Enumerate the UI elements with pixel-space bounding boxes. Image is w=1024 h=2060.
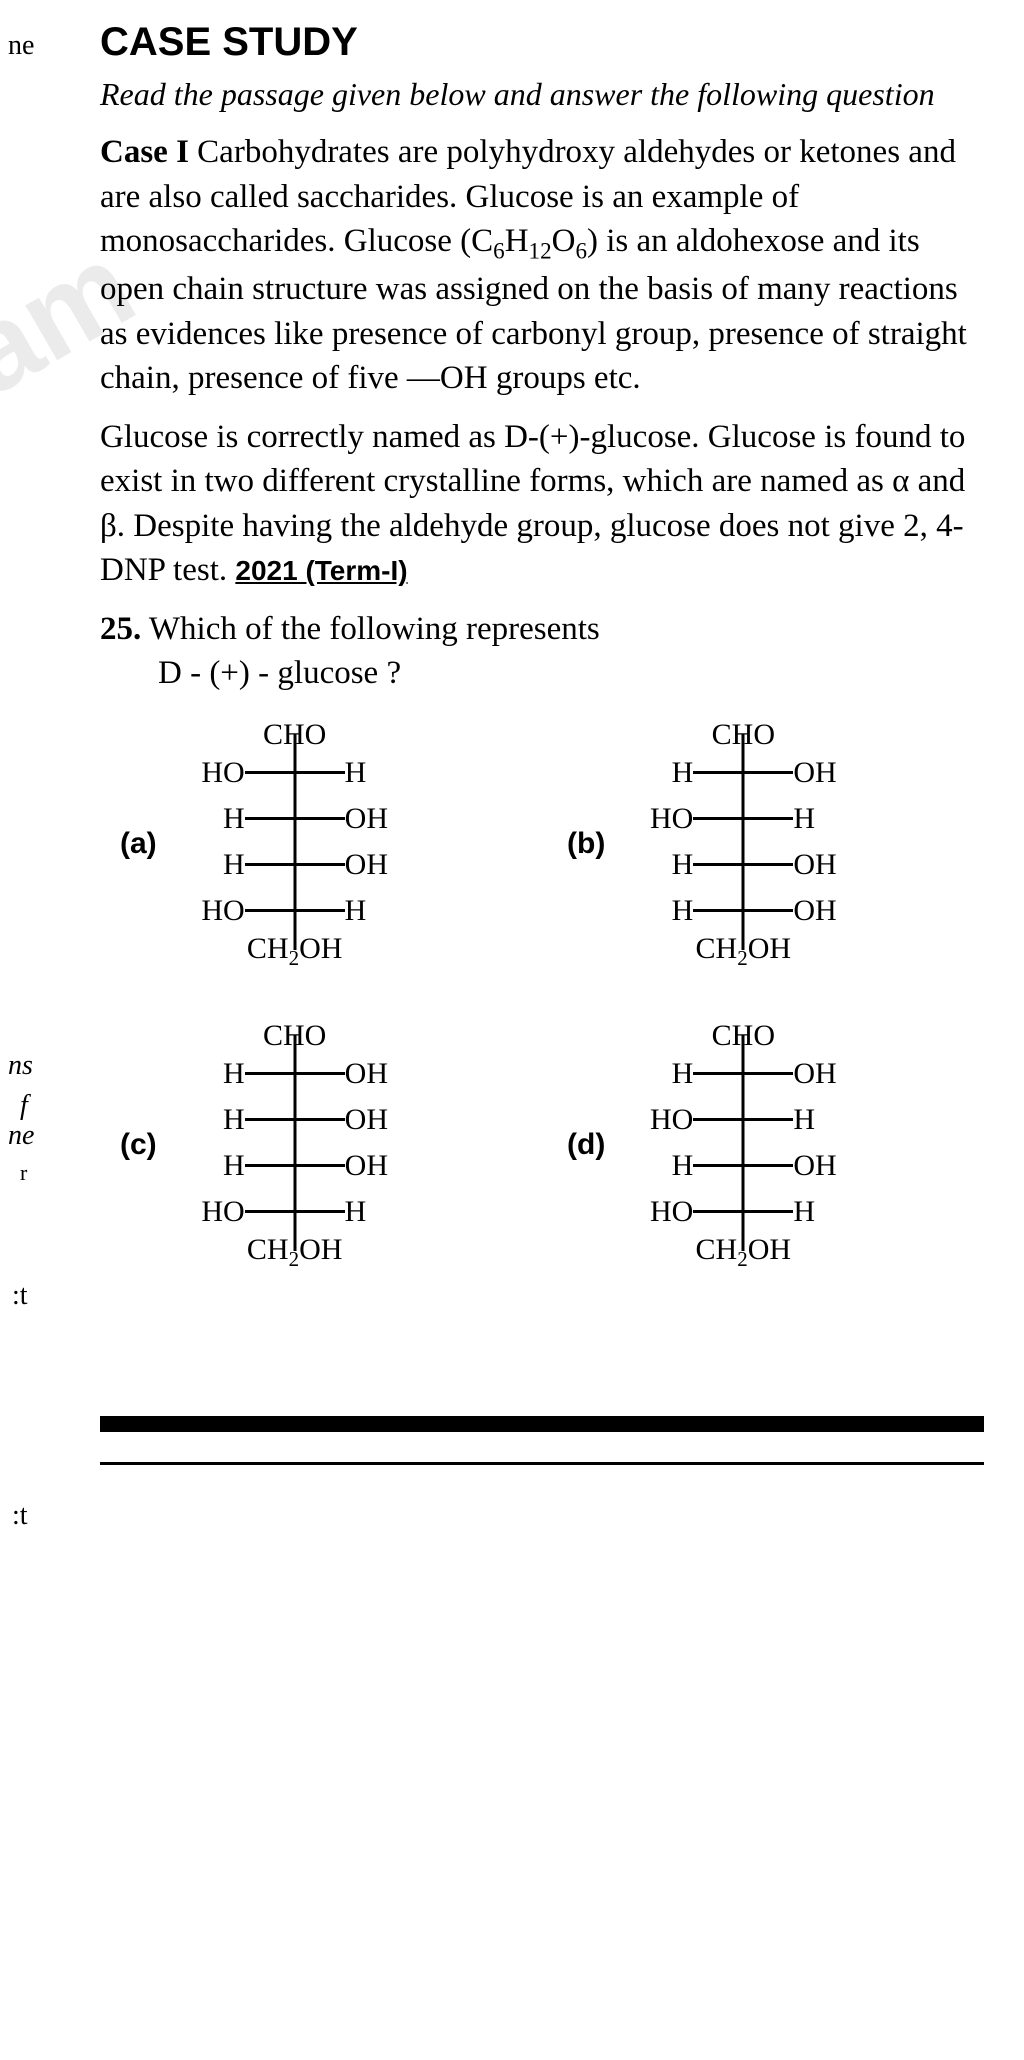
option-label-c: (c) xyxy=(120,1128,157,1162)
left-group: H xyxy=(623,758,693,788)
right-group: OH xyxy=(345,1105,415,1135)
bond-line xyxy=(245,771,345,774)
option-label-a: (a) xyxy=(120,827,157,861)
bond-line xyxy=(693,1210,793,1213)
right-group: OH xyxy=(793,758,863,788)
option-a: (a) CHO HOH HOH HOH HOH CH2OH xyxy=(120,714,537,975)
right-group: OH xyxy=(345,850,415,880)
right-group: OH xyxy=(793,1059,863,1089)
left-group: H xyxy=(175,1105,245,1135)
right-group: H xyxy=(793,1197,863,1227)
right-group: OH xyxy=(345,1059,415,1089)
question-line2: D - (+) - glucose ? xyxy=(158,655,401,691)
bond-line xyxy=(245,863,345,866)
margin-fragment: :t xyxy=(12,1500,28,1532)
case-paragraph-2: Glucose is correctly named as D-(+)-gluc… xyxy=(100,415,984,593)
bond-line xyxy=(245,1164,345,1167)
bond-line xyxy=(245,909,345,912)
formula-o: 6 xyxy=(575,238,587,264)
question-number: 25. xyxy=(100,611,141,647)
left-group: HO xyxy=(623,1197,693,1227)
left-group: H xyxy=(175,850,245,880)
right-group: H xyxy=(793,804,863,834)
bond-line xyxy=(245,1210,345,1213)
question-block: 25. Which of the following represents D … xyxy=(100,607,984,696)
left-group: HO xyxy=(623,804,693,834)
bond-line xyxy=(693,1118,793,1121)
fischer-d: CHO HOH HOH HOH HOH CH2OH xyxy=(623,1015,863,1276)
fischer-c: CHO HOH HOH HOH HOH CH2OH xyxy=(175,1015,415,1276)
bond-line xyxy=(693,1072,793,1075)
section-heading: CASE STUDY xyxy=(100,20,984,65)
margin-fragment: ne xyxy=(8,30,34,62)
bond-line xyxy=(245,1118,345,1121)
right-group: H xyxy=(345,896,415,926)
case-paragraph-1: Case I Carbohydrates are polyhydroxy ald… xyxy=(100,130,984,401)
instruction-text: Read the passage given below and answer … xyxy=(100,73,984,116)
margin-fragment: r xyxy=(20,1160,27,1186)
bond-line xyxy=(245,1072,345,1075)
bottom-thin-rule xyxy=(100,1462,984,1465)
left-group: H xyxy=(623,896,693,926)
left-group: H xyxy=(175,804,245,834)
right-group: OH xyxy=(345,804,415,834)
margin-fragment: ns xyxy=(8,1050,33,1082)
formula-h-label: H xyxy=(505,223,529,259)
question-line1: Which of the following represents xyxy=(141,611,600,647)
left-group: HO xyxy=(175,896,245,926)
option-d: (d) CHO HOH HOH HOH HOH CH2OH xyxy=(567,1015,984,1276)
right-group: H xyxy=(345,758,415,788)
left-group: HO xyxy=(623,1105,693,1135)
right-group: H xyxy=(345,1197,415,1227)
option-label-d: (d) xyxy=(567,1128,605,1162)
right-group: OH xyxy=(793,850,863,880)
bond-line xyxy=(693,1164,793,1167)
bond-line xyxy=(245,817,345,820)
case-label: Case I xyxy=(100,134,189,170)
option-label-b: (b) xyxy=(567,827,605,861)
bond-line xyxy=(693,771,793,774)
left-group: H xyxy=(175,1059,245,1089)
formula-o-label: O xyxy=(552,223,576,259)
margin-fragment: ne xyxy=(8,1120,34,1152)
right-group: H xyxy=(793,1105,863,1135)
left-group: H xyxy=(623,1059,693,1089)
left-group: H xyxy=(175,1151,245,1181)
options-grid: (a) CHO HOH HOH HOH HOH CH2OH (b) CHO xyxy=(120,714,984,1276)
year-reference: 2021 (Term-I) xyxy=(235,555,407,586)
option-c: (c) CHO HOH HOH HOH HOH CH2OH xyxy=(120,1015,537,1276)
formula-c: 6 xyxy=(493,223,505,259)
case-text: Glucose is correctly named as D-(+)-gluc… xyxy=(100,419,965,589)
left-group: HO xyxy=(175,758,245,788)
margin-fragment: :t xyxy=(12,1280,28,1312)
right-group: OH xyxy=(345,1151,415,1181)
bond-line xyxy=(693,817,793,820)
left-group: H xyxy=(623,850,693,880)
bond-line xyxy=(693,909,793,912)
page-content: CASE STUDY Read the passage given below … xyxy=(0,0,1024,1505)
fischer-b: CHO HOH HOH HOH HOH CH2OH xyxy=(623,714,863,975)
bottom-thick-rule xyxy=(100,1416,984,1432)
left-group: HO xyxy=(175,1197,245,1227)
bond-line xyxy=(693,863,793,866)
option-b: (b) CHO HOH HOH HOH HOH CH2OH xyxy=(567,714,984,975)
fischer-a: CHO HOH HOH HOH HOH CH2OH xyxy=(175,714,415,975)
right-group: OH xyxy=(793,1151,863,1181)
left-group: H xyxy=(623,1151,693,1181)
formula-h: 12 xyxy=(529,238,552,264)
right-group: OH xyxy=(793,896,863,926)
margin-fragment: f xyxy=(20,1090,28,1122)
